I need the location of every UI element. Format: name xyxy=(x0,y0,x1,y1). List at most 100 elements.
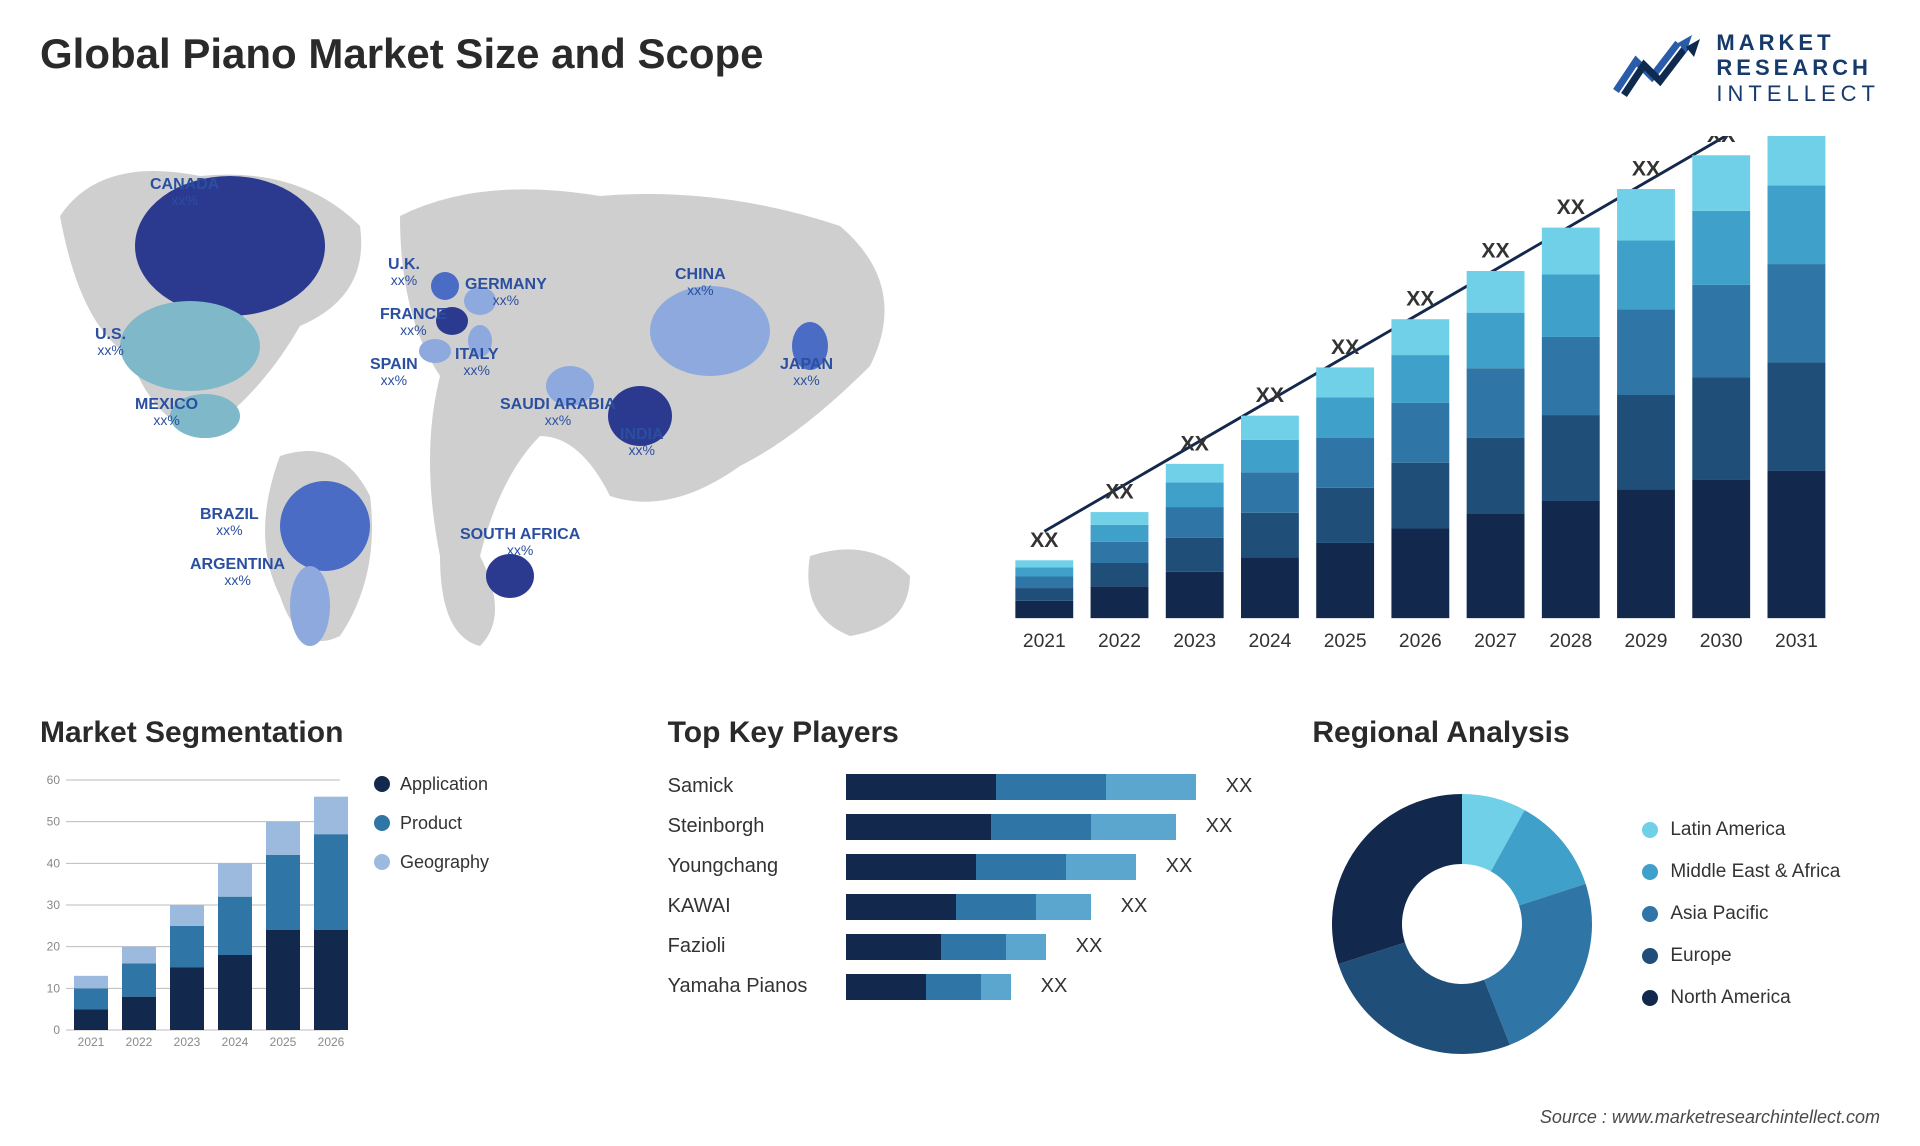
player-bar-seg xyxy=(991,814,1091,840)
svg-text:XX: XX xyxy=(1557,196,1585,219)
world-map: CANADAxx%U.S.xx%MEXICOxx%BRAZILxx%ARGENT… xyxy=(40,136,940,676)
logo-line3: INTELLECT xyxy=(1716,81,1880,106)
legend-item: Geography xyxy=(374,852,489,873)
svg-text:XX: XX xyxy=(1181,432,1209,455)
regional-panel: Regional Analysis Latin America Middle Ea… xyxy=(1312,716,1880,1084)
player-bar xyxy=(846,974,1011,1000)
svg-text:2026: 2026 xyxy=(1399,631,1442,652)
player-bar-seg xyxy=(1066,854,1136,880)
segmentation-legend: Application Product Geography xyxy=(374,774,489,891)
player-value: XX xyxy=(1076,935,1103,958)
svg-text:2025: 2025 xyxy=(1324,631,1367,652)
page-title: Global Piano Market Size and Scope xyxy=(40,30,764,78)
svg-text:2030: 2030 xyxy=(1700,631,1743,652)
svg-text:2022: 2022 xyxy=(126,1035,153,1049)
svg-text:2023: 2023 xyxy=(174,1035,201,1049)
svg-text:2024: 2024 xyxy=(1248,631,1291,652)
player-name: Fazioli xyxy=(668,935,828,958)
regional-donut xyxy=(1312,774,1612,1074)
svg-text:XX: XX xyxy=(1481,239,1509,262)
svg-text:2022: 2022 xyxy=(1098,631,1141,652)
map-label: FRANCExx% xyxy=(380,306,447,339)
legend-label: Application xyxy=(400,774,488,795)
svg-text:10: 10 xyxy=(47,981,61,995)
map-label: ITALYxx% xyxy=(455,346,499,379)
svg-text:2023: 2023 xyxy=(1173,631,1216,652)
svg-text:2031: 2031 xyxy=(1775,631,1818,652)
map-label: SAUDI ARABIAxx% xyxy=(500,396,616,429)
legend-item: Latin America xyxy=(1642,819,1840,841)
player-bar-seg xyxy=(846,774,996,800)
player-bar-seg xyxy=(941,934,1006,960)
legend-label: North America xyxy=(1670,987,1790,1009)
player-name: Yamaha Pianos xyxy=(668,975,828,998)
svg-text:2027: 2027 xyxy=(1474,631,1517,652)
svg-text:XX: XX xyxy=(1406,288,1434,311)
map-label: SOUTH AFRICAxx% xyxy=(460,526,580,559)
segmentation-chart: 0102030405060202120222023202420252026 xyxy=(40,774,350,1084)
segmentation-panel: Market Segmentation 01020304050602021202… xyxy=(40,716,608,1084)
player-bar-seg xyxy=(976,854,1066,880)
source-text: Source : www.marketresearchintellect.com xyxy=(1540,1107,1880,1128)
svg-text:XX: XX xyxy=(1105,480,1133,503)
player-value: XX xyxy=(1121,895,1148,918)
legend-item: Application xyxy=(374,774,489,795)
player-bar-seg xyxy=(1006,934,1046,960)
svg-text:30: 30 xyxy=(47,898,61,912)
market-size-svg: XX 2021 XX 2022 XX 2023 XX 2024 XX 2025 XX 2026 XX 20… xyxy=(980,136,1880,676)
svg-text:2021: 2021 xyxy=(78,1035,105,1049)
svg-text:XX: XX xyxy=(1256,384,1284,407)
legend-swatch xyxy=(1642,822,1658,838)
player-bar xyxy=(846,814,1176,840)
segmentation-svg: 0102030405060202120222023202420252026 xyxy=(40,774,350,1084)
map-label: BRAZILxx% xyxy=(200,506,259,539)
player-name: Steinborgh xyxy=(668,815,828,838)
player-bar-seg xyxy=(1091,814,1176,840)
svg-text:XX: XX xyxy=(1030,529,1058,552)
legend-swatch xyxy=(374,854,390,870)
map-label: SPAINxx% xyxy=(370,356,418,389)
map-label: MEXICOxx% xyxy=(135,396,198,429)
player-bar-seg xyxy=(1036,894,1091,920)
map-label: U.K.xx% xyxy=(388,256,420,289)
player-name: Youngchang xyxy=(668,855,828,878)
regional-title: Regional Analysis xyxy=(1312,716,1880,750)
map-label: GERMANYxx% xyxy=(465,276,547,309)
player-bar xyxy=(846,934,1046,960)
map-label: JAPANxx% xyxy=(780,356,833,389)
legend-label: Product xyxy=(400,813,462,834)
legend-swatch xyxy=(1642,864,1658,880)
players-panel: Top Key Players Samick XX Steinborgh XX Youn… xyxy=(668,716,1253,1084)
players-title: Top Key Players xyxy=(668,716,1253,750)
player-bar-seg xyxy=(1106,774,1196,800)
svg-text:XX: XX xyxy=(1707,136,1735,147)
map-label: ARGENTINAxx% xyxy=(190,556,285,589)
legend-label: Middle East & Africa xyxy=(1670,861,1840,883)
svg-text:50: 50 xyxy=(47,815,61,829)
svg-text:2021: 2021 xyxy=(1023,631,1066,652)
player-bar xyxy=(846,774,1196,800)
player-bar-seg xyxy=(981,974,1011,1000)
players-list: SamickXXSteinborghXXYoungchangXXKAWAIXXF… xyxy=(668,774,1253,1000)
legend-swatch xyxy=(374,776,390,792)
legend-swatch xyxy=(374,815,390,831)
legend-label: Asia Pacific xyxy=(1670,903,1768,925)
svg-text:60: 60 xyxy=(47,774,61,787)
player-bar xyxy=(846,854,1136,880)
legend-label: Europe xyxy=(1670,945,1731,967)
player-bar-seg xyxy=(926,974,981,1000)
player-bar-seg xyxy=(846,814,991,840)
legend-item: Europe xyxy=(1642,945,1840,967)
player-bar-seg xyxy=(846,854,976,880)
player-value: XX xyxy=(1206,815,1233,838)
legend-swatch xyxy=(1642,906,1658,922)
player-bar-seg xyxy=(846,974,926,1000)
player-bar-seg xyxy=(846,934,941,960)
legend-item: Middle East & Africa xyxy=(1642,861,1840,883)
regional-legend: Latin America Middle East & Africa Asia Pa… xyxy=(1642,819,1840,1029)
player-row: Fazioli XX xyxy=(668,934,1253,960)
player-value: XX xyxy=(1226,775,1253,798)
player-name: Samick xyxy=(668,775,828,798)
svg-text:2025: 2025 xyxy=(270,1035,297,1049)
market-size-chart: XX 2021 XX 2022 XX 2023 XX 2024 XX 2025 XX 2026 XX 20… xyxy=(980,136,1880,676)
